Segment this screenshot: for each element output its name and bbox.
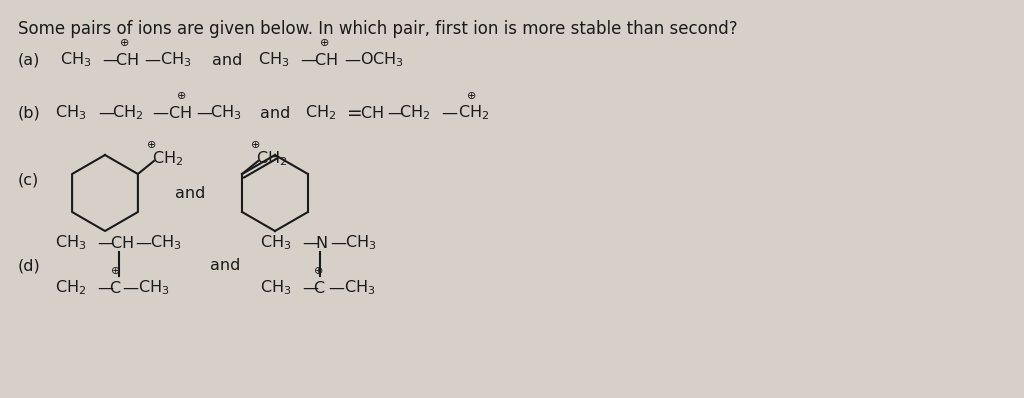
Text: $\mathregular{CH_2}$: $\mathregular{CH_2}$ bbox=[399, 103, 430, 122]
Text: —: — bbox=[344, 53, 360, 68]
Text: ⊕: ⊕ bbox=[467, 91, 477, 101]
Text: $\mathregular{CH_2}$: $\mathregular{CH_2}$ bbox=[305, 103, 336, 122]
Text: and: and bbox=[260, 105, 291, 121]
Text: —: — bbox=[387, 105, 403, 121]
Text: $\mathregular{N}$: $\mathregular{N}$ bbox=[315, 235, 328, 251]
Text: $\mathregular{CH_3}$: $\mathregular{CH_3}$ bbox=[344, 279, 376, 297]
Text: —: — bbox=[152, 105, 168, 121]
Text: (b): (b) bbox=[18, 105, 41, 121]
Text: —: — bbox=[302, 236, 318, 250]
Text: —: — bbox=[135, 236, 151, 250]
Text: —: — bbox=[97, 281, 113, 295]
Text: $\mathregular{CH_3}$: $\mathregular{CH_3}$ bbox=[210, 103, 242, 122]
Text: $\mathregular{CH_3}$: $\mathregular{CH_3}$ bbox=[60, 51, 91, 69]
Text: ⊕: ⊕ bbox=[147, 140, 157, 150]
Text: —: — bbox=[98, 105, 114, 121]
Text: $\mathregular{CH_2}$: $\mathregular{CH_2}$ bbox=[112, 103, 143, 122]
Text: and: and bbox=[175, 185, 206, 201]
Text: ⊕: ⊕ bbox=[120, 38, 130, 48]
Text: $\mathregular{CH_3}$: $\mathregular{CH_3}$ bbox=[260, 234, 292, 252]
Text: —: — bbox=[441, 105, 457, 121]
Text: —: — bbox=[302, 281, 318, 295]
Text: Some pairs of ions are given below. In which pair, first ion is more stable than: Some pairs of ions are given below. In w… bbox=[18, 20, 737, 38]
Text: $\mathregular{CH}$: $\mathregular{CH}$ bbox=[360, 105, 384, 121]
Text: $\mathregular{CH}$: $\mathregular{CH}$ bbox=[115, 52, 138, 68]
Text: $\mathregular{CH}$: $\mathregular{CH}$ bbox=[168, 105, 191, 121]
Text: $\mathregular{CH_3}$: $\mathregular{CH_3}$ bbox=[258, 51, 290, 69]
Text: $\mathregular{OCH_3}$: $\mathregular{OCH_3}$ bbox=[360, 51, 404, 69]
Text: ⊕: ⊕ bbox=[321, 38, 330, 48]
Text: ⊕: ⊕ bbox=[314, 266, 324, 276]
Text: —: — bbox=[102, 53, 118, 68]
Text: —: — bbox=[330, 236, 346, 250]
Text: $\mathregular{CH_3}$: $\mathregular{CH_3}$ bbox=[55, 234, 86, 252]
Text: —: — bbox=[122, 281, 138, 295]
Text: and: and bbox=[210, 258, 241, 273]
Text: $\mathregular{CH_3}$: $\mathregular{CH_3}$ bbox=[55, 103, 86, 122]
Text: $\mathregular{CH}$: $\mathregular{CH}$ bbox=[110, 235, 134, 251]
Text: —: — bbox=[196, 105, 212, 121]
Text: $\mathregular{CH_3}$: $\mathregular{CH_3}$ bbox=[150, 234, 181, 252]
Text: and: and bbox=[212, 53, 243, 68]
Text: ⊕: ⊕ bbox=[252, 140, 261, 150]
Text: ⊕: ⊕ bbox=[177, 91, 186, 101]
Text: $\mathregular{C}$: $\mathregular{C}$ bbox=[109, 280, 121, 296]
Text: $\mathregular{CH_2}$: $\mathregular{CH_2}$ bbox=[458, 103, 489, 122]
Text: (d): (d) bbox=[18, 258, 41, 273]
Text: —: — bbox=[97, 236, 113, 250]
Text: (a): (a) bbox=[18, 53, 40, 68]
Text: $\mathregular{CH}$: $\mathregular{CH}$ bbox=[314, 52, 338, 68]
Text: $\mathregular{CH_3}$: $\mathregular{CH_3}$ bbox=[138, 279, 170, 297]
Text: $\mathregular{CH_2}$: $\mathregular{CH_2}$ bbox=[152, 150, 183, 168]
Text: —: — bbox=[144, 53, 160, 68]
Text: $\mathregular{CH_2}$: $\mathregular{CH_2}$ bbox=[55, 279, 86, 297]
Text: (c): (c) bbox=[18, 172, 39, 187]
Text: $\mathregular{CH_3}$: $\mathregular{CH_3}$ bbox=[345, 234, 377, 252]
Text: —: — bbox=[300, 53, 316, 68]
Text: $\mathregular{C}$: $\mathregular{C}$ bbox=[313, 280, 326, 296]
Text: $\mathregular{CH_3}$: $\mathregular{CH_3}$ bbox=[260, 279, 292, 297]
Text: $\mathregular{CH_3}$: $\mathregular{CH_3}$ bbox=[160, 51, 191, 69]
Text: ⊕: ⊕ bbox=[111, 266, 120, 276]
Text: =: = bbox=[347, 103, 362, 123]
Text: $\mathregular{CH_2}$: $\mathregular{CH_2}$ bbox=[256, 150, 288, 168]
Text: —: — bbox=[328, 281, 344, 295]
